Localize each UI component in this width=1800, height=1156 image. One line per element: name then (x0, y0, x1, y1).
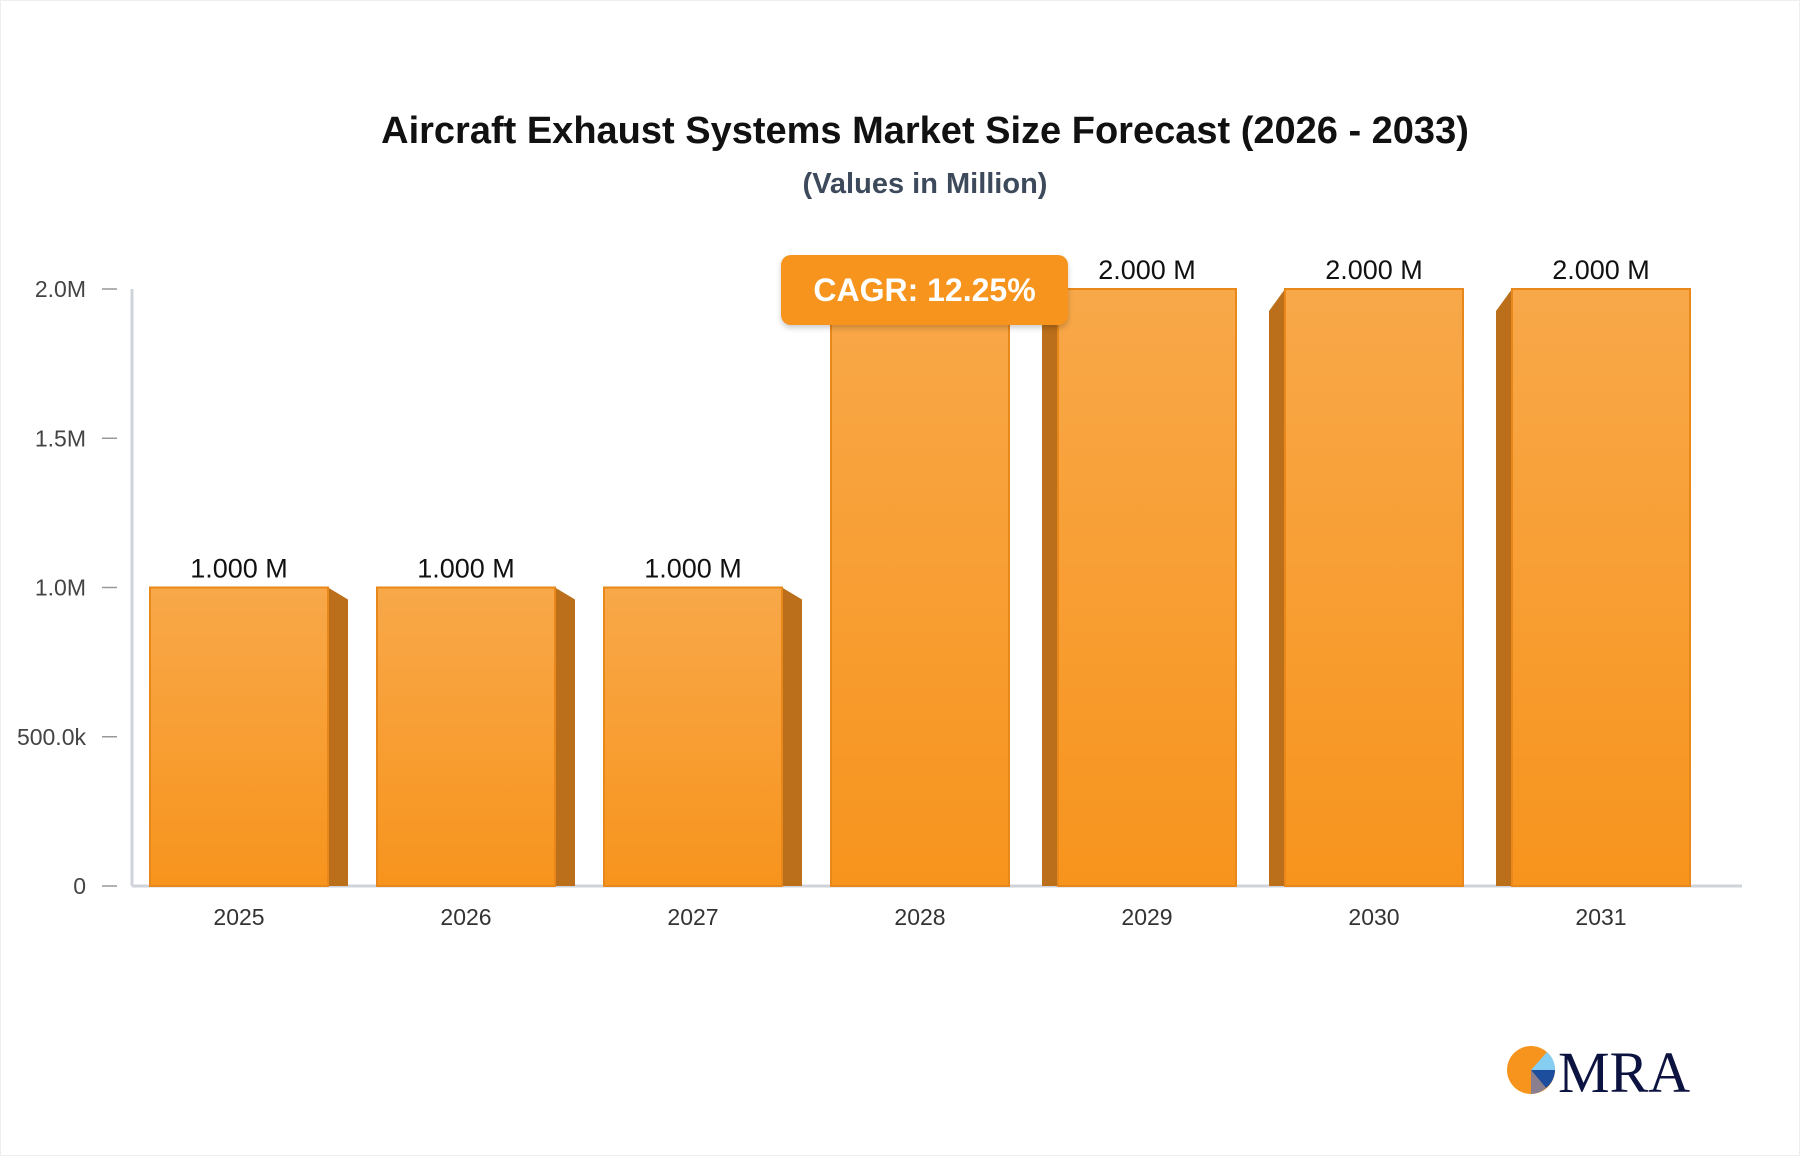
bar (1284, 288, 1464, 887)
chart-subtitle: (Values in Million) (802, 168, 1048, 200)
mra-logo: MRA (1506, 1040, 1696, 1105)
data-label: 2.000 M (1098, 255, 1196, 285)
bar-side (782, 587, 802, 886)
chart-title: Aircraft Exhaust Systems Market Size For… (381, 110, 1469, 152)
bar (830, 288, 1010, 887)
bar-group: 2.000 M 2030 (1269, 255, 1464, 930)
bar-group: 2.000 M 2029 (1042, 255, 1237, 930)
svg-text:MRA: MRA (1558, 1040, 1690, 1100)
bar (1057, 288, 1237, 887)
x-tick-label: 2029 (1121, 904, 1172, 930)
bar-side (328, 587, 348, 886)
data-label: 1.000 M (417, 554, 515, 584)
data-label: 1.000 M (190, 554, 288, 584)
x-tick-label: 2025 (213, 904, 264, 930)
x-tick-label: 2028 (894, 904, 945, 930)
cagr-badge: CAGR: 12.25% (781, 255, 1068, 325)
y-tick-label: 1.5M (35, 425, 86, 451)
bar-group: 2028 (830, 288, 1010, 930)
bar-group: 1.000 M 2026 (376, 554, 575, 930)
data-label: 2.000 M (1552, 255, 1650, 285)
bar-group: 1.000 M 2027 (603, 554, 802, 930)
bar-side (555, 587, 575, 886)
bar (603, 586, 783, 887)
y-tick-label: 0 (73, 873, 86, 899)
bar (149, 586, 329, 887)
y-tick-label: 500.0k (17, 724, 87, 750)
x-tick-label: 2031 (1575, 904, 1626, 930)
y-tick-label: 1.0M (35, 575, 86, 601)
x-tick-label: 2027 (667, 904, 718, 930)
bar-side (1496, 289, 1512, 886)
bar-side (1269, 289, 1285, 886)
x-tick-label: 2030 (1348, 904, 1399, 930)
bar-side (1042, 289, 1058, 886)
data-label: 2.000 M (1325, 255, 1423, 285)
x-tick-label: 2026 (440, 904, 491, 930)
data-label: 1.000 M (644, 554, 742, 584)
bar (1511, 288, 1691, 887)
bar (376, 586, 556, 887)
y-tick-label: 2.0M (35, 276, 86, 302)
bar-group: 1.000 M 2025 (149, 554, 348, 930)
bar-group: 2.000 M 2031 (1496, 255, 1691, 930)
